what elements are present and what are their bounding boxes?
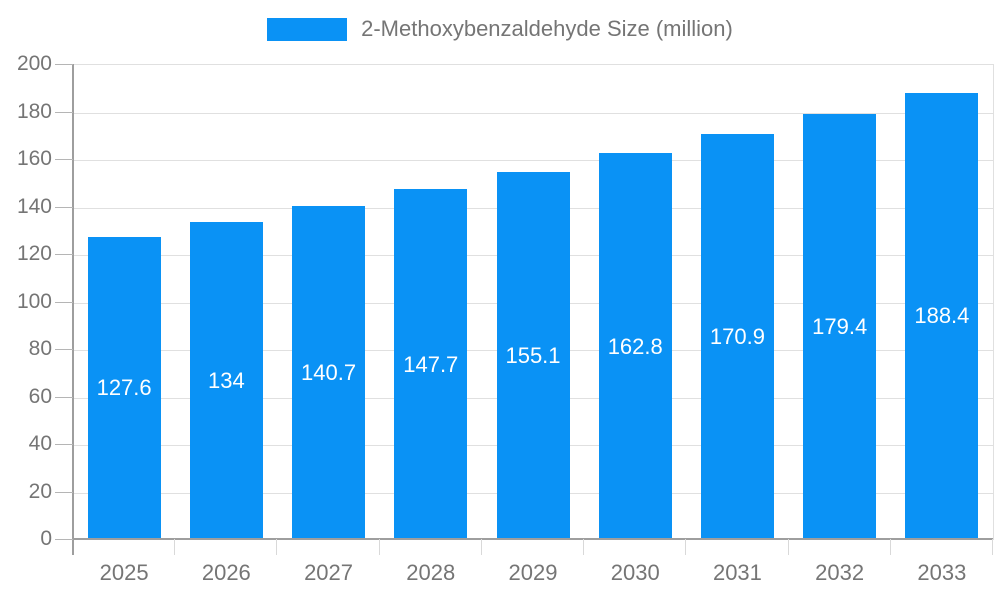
plot-area: 127.6 134 140.7 147.7 155.1 162.8 170.9 179.4 18… [73, 64, 994, 540]
y-axis-tick [55, 301, 73, 303]
x-axis-tick [480, 539, 482, 555]
x-axis-line [73, 538, 993, 540]
bar-value-label: 188.4 [914, 303, 970, 329]
y-axis-label: 20 [28, 479, 52, 503]
x-axis-label: 2026 [201, 560, 251, 585]
gridline [73, 112, 993, 114]
x-axis-label: 2030 [610, 560, 660, 585]
y-axis-tick [55, 206, 73, 208]
bar-value-label: 179.4 [812, 313, 868, 339]
y-axis-tick [55, 349, 73, 350]
x-axis-label: 2028 [406, 560, 456, 585]
y-axis-tick [55, 111, 73, 113]
x-axis-tick [787, 539, 789, 555]
bar-value-label: 155.1 [505, 342, 561, 368]
bar[interactable]: 170.9 [700, 134, 774, 540]
bar[interactable]: 162.8 [598, 153, 672, 540]
bar[interactable]: 127.6 [87, 236, 161, 540]
x-axis-tick [378, 539, 380, 555]
y-axis-tick [55, 396, 73, 398]
y-axis-tick [55, 539, 73, 540]
bar-value-label: 147.7 [403, 351, 459, 377]
chart-legend[interactable]: 2-Methoxybenzaldehyde Size (million) [0, 16, 1000, 42]
x-axis-label: 2033 [917, 560, 967, 585]
x-axis-label: 2027 [304, 560, 354, 585]
bar-value-label: 162.8 [607, 333, 663, 359]
y-axis-tick [55, 159, 73, 160]
y-axis-tick [55, 254, 73, 255]
bar-value-label: 134 [207, 367, 245, 393]
y-axis-tick [55, 64, 73, 65]
y-axis-label: 0 [40, 527, 52, 550]
y-axis-label: 140 [16, 194, 52, 218]
x-axis-tick [685, 539, 687, 555]
bar[interactable]: 140.7 [292, 205, 366, 540]
x-axis-tick [174, 539, 176, 555]
y-axis-label: 200 [16, 52, 52, 75]
y-axis-label: 60 [28, 384, 52, 408]
x-axis-label: 2031 [712, 560, 762, 585]
bar-value-label: 170.9 [709, 324, 765, 350]
legend-swatch [267, 17, 348, 41]
x-axis-tick [583, 539, 585, 555]
bar[interactable]: 188.4 [905, 92, 979, 540]
bar-value-label: 127.6 [96, 375, 152, 401]
x-axis-label: 2025 [99, 560, 149, 585]
bar[interactable]: 147.7 [394, 189, 468, 540]
y-axis-line [72, 64, 74, 555]
x-axis-label: 2029 [508, 560, 558, 585]
y-axis-label: 80 [28, 337, 52, 360]
bar[interactable]: 155.1 [496, 171, 570, 540]
y-axis-label: 160 [16, 147, 52, 170]
gridline [73, 160, 993, 161]
x-axis-tick [889, 539, 891, 555]
legend-label: 2-Methoxybenzaldehyde Size (million) [361, 16, 733, 41]
y-axis-label: 180 [16, 99, 52, 123]
x-axis-tick [276, 539, 278, 555]
y-axis-label: 40 [28, 432, 52, 455]
y-axis-label: 100 [16, 289, 52, 313]
bar-value-label: 140.7 [301, 359, 357, 385]
y-axis-tick [55, 491, 73, 493]
x-axis-label: 2032 [815, 560, 865, 585]
bar[interactable]: 134 [189, 221, 263, 540]
y-axis-label: 120 [16, 242, 52, 265]
bar[interactable]: 179.4 [803, 113, 877, 540]
y-axis-tick [55, 444, 73, 445]
x-axis-tick [992, 539, 993, 555]
